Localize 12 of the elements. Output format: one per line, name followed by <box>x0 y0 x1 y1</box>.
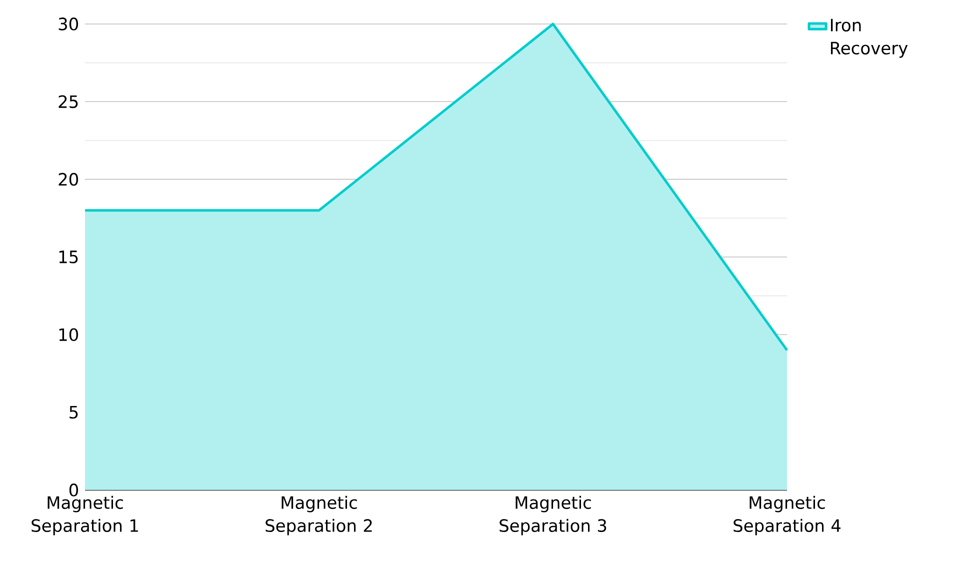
y-tick-label: 25 <box>58 95 78 108</box>
y-tick-label: 0 <box>69 484 78 496</box>
x-tick-label: Magnetic Separation 2 <box>266 496 372 536</box>
y-tick-label: 20 <box>58 172 78 186</box>
x-tick-label: Magnetic Separation 1 <box>32 496 138 536</box>
y-tick-label: 5 <box>70 406 78 419</box>
x-tick-label: Magnetic Separation 4 <box>734 496 841 536</box>
legend-label: Iron Recovery <box>830 18 908 58</box>
y-tick-label: 10 <box>59 328 78 342</box>
y-tick-label: 15 <box>59 250 78 264</box>
x-tick-label: Magnetic Separation 3 <box>500 496 606 536</box>
y-tick-label: 30 <box>58 18 78 30</box>
